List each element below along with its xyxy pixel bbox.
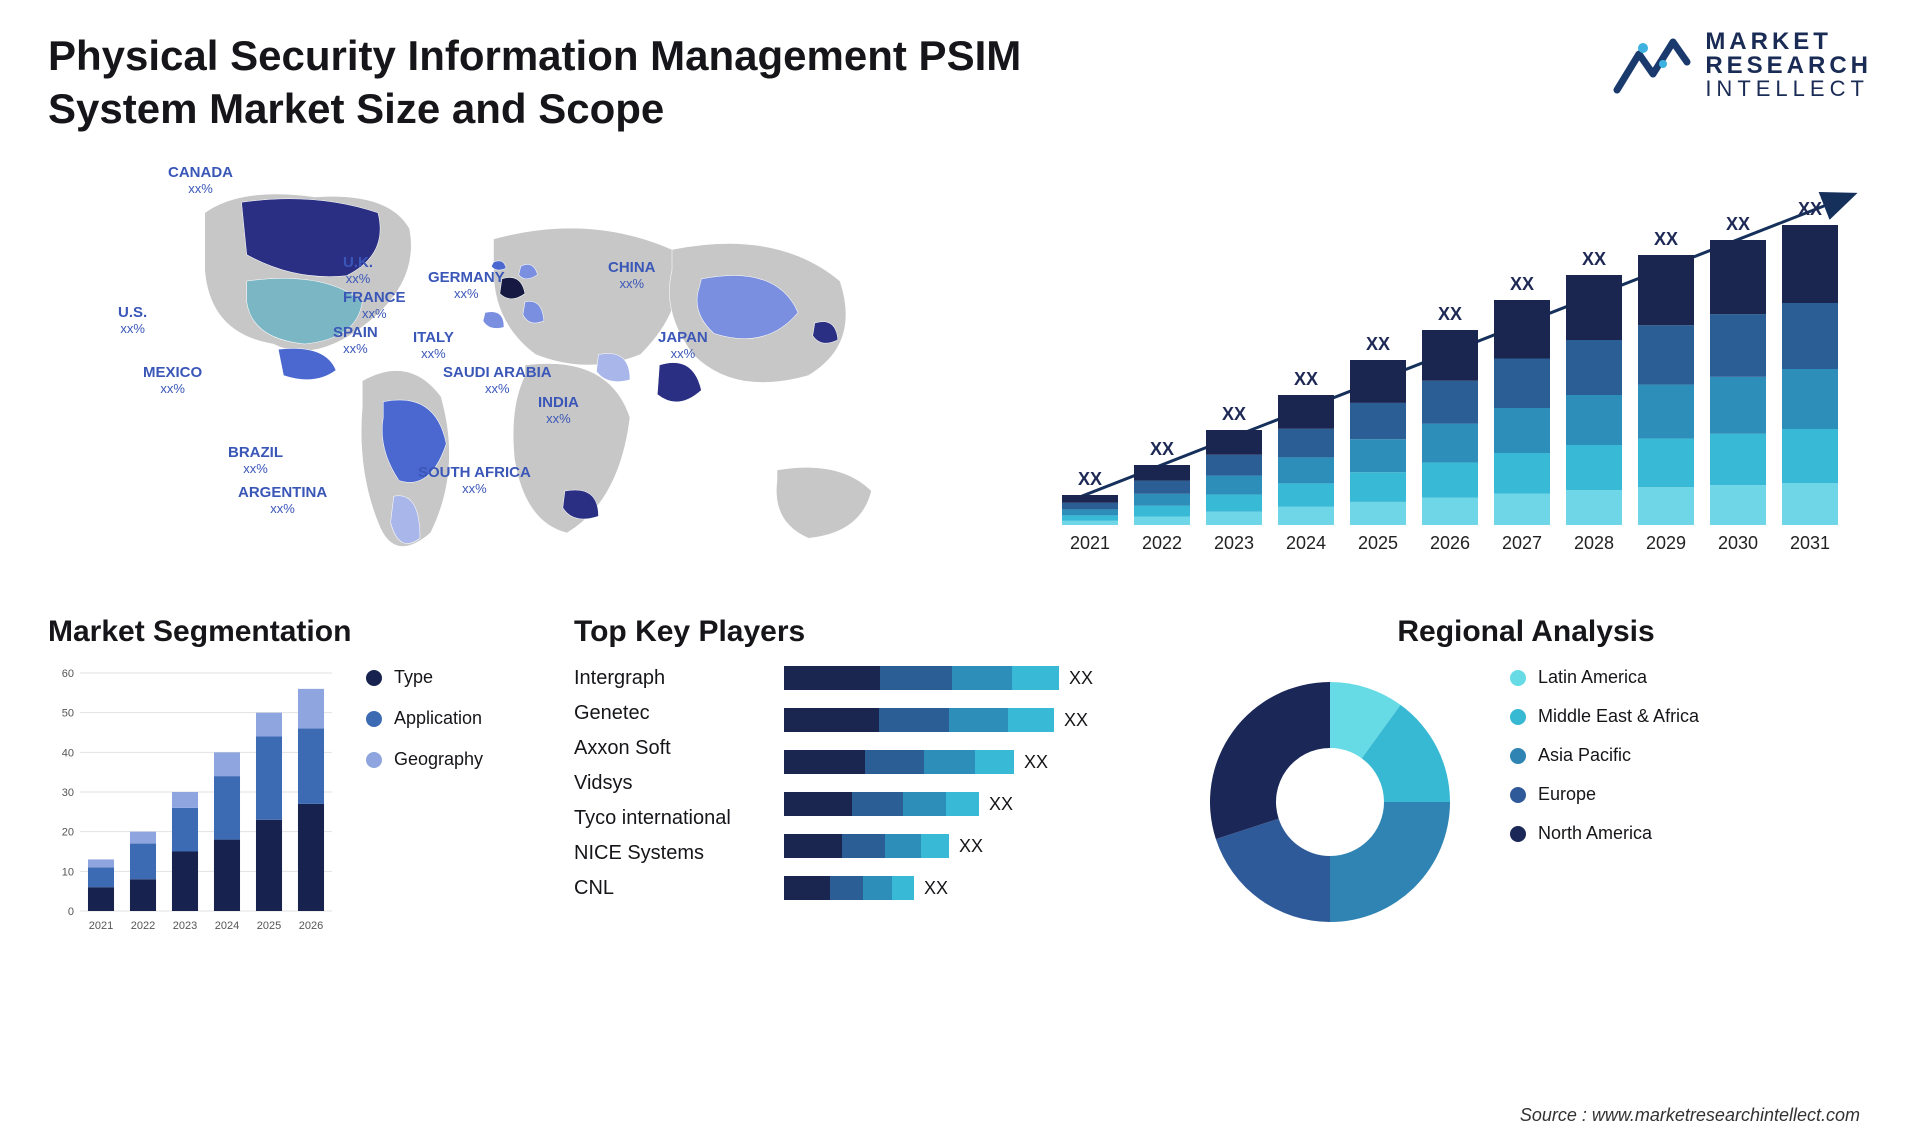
regional-title: Regional Analysis bbox=[1180, 615, 1872, 649]
svg-text:2021: 2021 bbox=[1070, 533, 1110, 553]
segmentation-panel: Market Segmentation 0 10 20 30 40 50 60 2021 202… bbox=[48, 615, 528, 937]
segmentation-legend: Type Application Geography bbox=[366, 667, 483, 770]
svg-text:2026: 2026 bbox=[1430, 533, 1470, 553]
svg-text:50: 50 bbox=[62, 708, 74, 720]
svg-text:2031: 2031 bbox=[1790, 533, 1830, 553]
segmentation-legend-type: Type bbox=[366, 667, 483, 688]
map-label-south-africa: SOUTH AFRICAxx% bbox=[418, 465, 531, 496]
map-label-france: FRANCExx% bbox=[343, 290, 406, 321]
logo-line1: MARKET bbox=[1705, 30, 1872, 54]
map-label-italy: ITALYxx% bbox=[413, 330, 454, 361]
svg-text:2026: 2026 bbox=[299, 920, 323, 932]
key-players-panel: Top Key Players IntergraphGenetecAxxon S… bbox=[574, 615, 1134, 937]
svg-text:2030: 2030 bbox=[1718, 533, 1758, 553]
player-bar-row: XX bbox=[784, 876, 1134, 900]
svg-text:2028: 2028 bbox=[1574, 533, 1614, 553]
svg-text:0: 0 bbox=[68, 906, 74, 918]
segmentation-chart: 0 10 20 30 40 50 60 2021 2022 2023 2024 2025 2026 bbox=[48, 667, 338, 937]
svg-text:XX: XX bbox=[1222, 404, 1246, 424]
segmentation-legend-geography: Geography bbox=[366, 749, 483, 770]
svg-text:XX: XX bbox=[1654, 229, 1678, 249]
map-label-canada: CANADAxx% bbox=[168, 165, 233, 196]
svg-text:2022: 2022 bbox=[1142, 533, 1182, 553]
svg-text:XX: XX bbox=[1078, 469, 1102, 489]
page-title: Physical Security Information Management… bbox=[48, 30, 1098, 135]
source-citation: Source : www.marketresearchintellect.com bbox=[1520, 1105, 1860, 1126]
map-label-india: INDIAxx% bbox=[538, 395, 579, 426]
player-bar-row: XX bbox=[784, 666, 1134, 690]
svg-text:2027: 2027 bbox=[1502, 533, 1542, 553]
svg-text:XX: XX bbox=[1582, 249, 1606, 269]
svg-text:XX: XX bbox=[1726, 214, 1750, 234]
growth-chart: XX 2021 XX 2022 XX 2023 XX 2024 XX 2025 XX 2026 XX 20… bbox=[1042, 155, 1872, 575]
logo-line3: INTELLECT bbox=[1705, 78, 1872, 100]
map-label-germany: GERMANYxx% bbox=[428, 270, 505, 301]
regional-donut-chart bbox=[1180, 667, 1480, 937]
map-label-brazil: BRAZILxx% bbox=[228, 445, 283, 476]
map-label-u-k-: U.K.xx% bbox=[343, 255, 373, 286]
player-bar-row bbox=[784, 624, 1134, 648]
svg-text:XX: XX bbox=[1150, 439, 1174, 459]
svg-text:XX: XX bbox=[1510, 274, 1534, 294]
segmentation-legend-application: Application bbox=[366, 708, 483, 729]
region-latin-america: Latin America bbox=[1510, 667, 1699, 688]
region-middle-east-africa: Middle East & Africa bbox=[1510, 706, 1699, 727]
svg-text:2022: 2022 bbox=[131, 920, 155, 932]
map-label-japan: JAPANxx% bbox=[658, 330, 708, 361]
svg-text:XX: XX bbox=[1438, 304, 1462, 324]
regional-panel: Regional Analysis Latin America Middle Ea… bbox=[1180, 615, 1872, 937]
player-bar-row: XX bbox=[784, 834, 1134, 858]
svg-text:10: 10 bbox=[62, 866, 74, 878]
svg-text:60: 60 bbox=[62, 668, 74, 680]
map-label-china: CHINAxx% bbox=[608, 260, 656, 291]
svg-text:2024: 2024 bbox=[215, 920, 239, 932]
region-europe: Europe bbox=[1510, 784, 1699, 805]
brand-logo: MARKET RESEARCH INTELLECT bbox=[1613, 30, 1872, 100]
svg-text:30: 30 bbox=[62, 787, 74, 799]
svg-text:2023: 2023 bbox=[1214, 533, 1254, 553]
svg-text:XX: XX bbox=[1798, 199, 1822, 219]
svg-text:2029: 2029 bbox=[1646, 533, 1686, 553]
svg-text:2023: 2023 bbox=[173, 920, 197, 932]
segmentation-title: Market Segmentation bbox=[48, 615, 528, 649]
logo-swoosh-icon bbox=[1613, 34, 1691, 96]
svg-text:40: 40 bbox=[62, 747, 74, 759]
svg-text:XX: XX bbox=[1294, 369, 1318, 389]
svg-text:20: 20 bbox=[62, 827, 74, 839]
svg-text:2025: 2025 bbox=[1358, 533, 1398, 553]
map-label-argentina: ARGENTINAxx% bbox=[238, 485, 327, 516]
growth-chart-panel: XX 2021 XX 2022 XX 2023 XX 2024 XX 2025 XX 2026 XX 20… bbox=[1042, 155, 1872, 575]
svg-text:2025: 2025 bbox=[257, 920, 281, 932]
map-label-saudi-arabia: SAUDI ARABIAxx% bbox=[443, 365, 552, 396]
logo-line2: RESEARCH bbox=[1705, 54, 1872, 78]
map-label-u-s-: U.S.xx% bbox=[118, 305, 147, 336]
svg-text:XX: XX bbox=[1366, 334, 1390, 354]
svg-text:2024: 2024 bbox=[1286, 533, 1326, 553]
player-bar-row: XX bbox=[784, 708, 1134, 732]
player-bar-row: XX bbox=[784, 792, 1134, 816]
player-bar-row: XX bbox=[784, 750, 1134, 774]
map-label-spain: SPAINxx% bbox=[333, 325, 378, 356]
region-north-america: North America bbox=[1510, 823, 1699, 844]
svg-text:2021: 2021 bbox=[89, 920, 113, 932]
map-label-mexico: MEXICOxx% bbox=[143, 365, 202, 396]
world-map-panel: CANADAxx% U.S.xx% MEXICOxx% BRAZILxx% ARGENT… bbox=[48, 155, 1002, 575]
region-asia-pacific: Asia Pacific bbox=[1510, 745, 1699, 766]
regional-legend: Latin America Middle East & Africa Asia Pa… bbox=[1510, 667, 1699, 844]
